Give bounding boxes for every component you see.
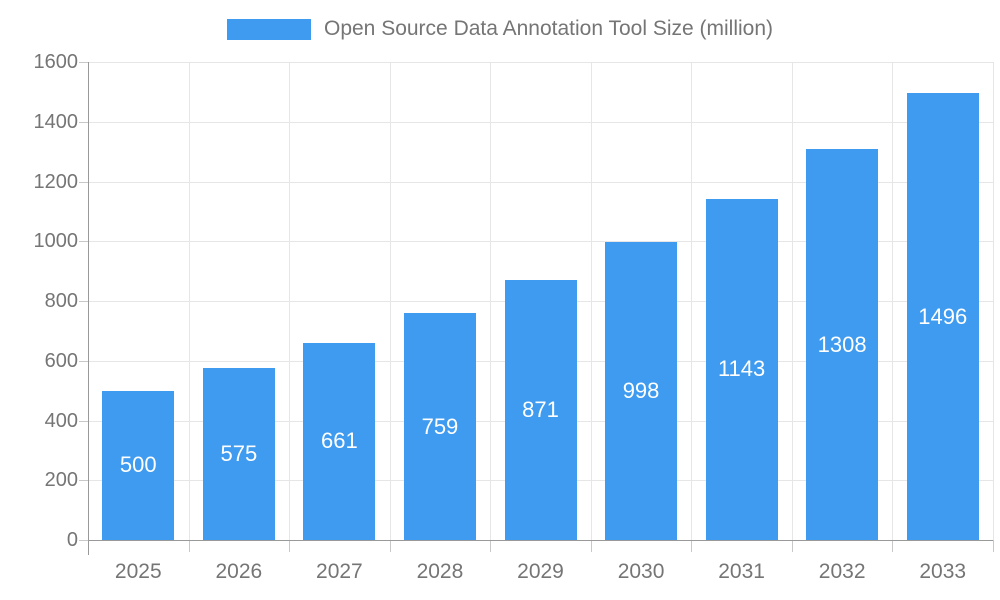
gridline-horizontal [88, 121, 993, 123]
y-tick-label: 600 [44, 349, 78, 372]
y-axis-tick [79, 420, 88, 422]
bar[interactable]: 500 [102, 390, 175, 540]
y-axis-tick [79, 181, 88, 183]
x-tick-label: 2030 [617, 560, 665, 583]
gridline-horizontal [88, 62, 993, 63]
bar[interactable]: 1143 [705, 198, 778, 540]
x-axis-tick [389, 540, 391, 552]
y-tick-label: 1000 [33, 230, 79, 253]
x-axis-tick [188, 540, 190, 552]
y-axis-tick [79, 301, 88, 302]
x-tick-label: 2029 [517, 560, 564, 583]
y-tick-label: 200 [44, 469, 78, 492]
bar-value-label: 1496 [918, 303, 968, 329]
gridline-horizontal [88, 241, 993, 243]
bar-value-label: 871 [522, 396, 559, 422]
chart-legend[interactable]: Open Source Data Annotation Tool Size (m… [0, 16, 1000, 42]
y-axis-tick [79, 241, 88, 243]
bar[interactable]: 1496 [906, 93, 979, 540]
gridline-vertical [691, 62, 693, 540]
x-axis-tick [791, 540, 793, 552]
x-tick-label: 2026 [215, 560, 263, 583]
x-axis-tick [289, 540, 291, 552]
x-tick-label: 2028 [416, 560, 464, 583]
y-axis-tick [79, 62, 88, 63]
bar[interactable]: 998 [605, 241, 678, 540]
bar[interactable]: 871 [504, 279, 577, 540]
gridline-vertical [892, 62, 894, 540]
y-tick-label: 1400 [33, 110, 79, 133]
bar[interactable]: 575 [202, 368, 275, 540]
bar[interactable]: 1308 [806, 149, 879, 540]
gridline-vertical [993, 62, 994, 540]
x-tick-label: 2031 [718, 560, 765, 583]
y-axis-tick [79, 540, 88, 541]
bar[interactable]: 759 [403, 313, 476, 540]
legend-swatch-icon [226, 18, 311, 40]
bar-value-label: 575 [220, 441, 258, 467]
legend-label: Open Source Data Annotation Tool Size (m… [323, 17, 774, 40]
x-axis-tick [691, 540, 693, 552]
gridline-horizontal [88, 181, 993, 183]
y-axis-tick [79, 480, 88, 482]
x-axis-tick [490, 540, 492, 552]
y-tick-label: 1200 [33, 170, 79, 193]
bar-value-label: 998 [622, 377, 660, 403]
x-tick-label: 2033 [919, 560, 967, 583]
gridline-vertical [188, 62, 190, 540]
y-tick-label: 1600 [33, 51, 79, 73]
y-axis-tick [79, 121, 88, 123]
gridline-vertical [490, 62, 492, 540]
x-axis-tick [892, 540, 894, 552]
x-tick-label: 2027 [316, 560, 363, 583]
bar-value-label: 1143 [717, 356, 766, 382]
bar[interactable]: 661 [303, 342, 376, 540]
bar-value-label: 759 [421, 413, 459, 439]
gridline-vertical [289, 62, 291, 540]
x-axis-tick [590, 540, 592, 552]
x-axis-tick [993, 540, 994, 552]
y-axis-tick [79, 360, 88, 362]
gridline-vertical [389, 62, 391, 540]
x-axis-line [88, 540, 993, 541]
x-tick-label: 2025 [114, 560, 162, 583]
y-tick-label: 0 [66, 529, 78, 551]
gridline-vertical [791, 62, 793, 540]
y-tick-label: 800 [44, 290, 78, 312]
x-tick-label: 2032 [818, 560, 866, 583]
bar-value-label: 500 [119, 452, 157, 478]
bar-value-label: 661 [321, 428, 358, 454]
y-tick-label: 400 [44, 409, 78, 432]
y-axis-line [88, 62, 89, 555]
bar-value-label: 1308 [817, 331, 867, 357]
gridline-vertical [590, 62, 592, 540]
